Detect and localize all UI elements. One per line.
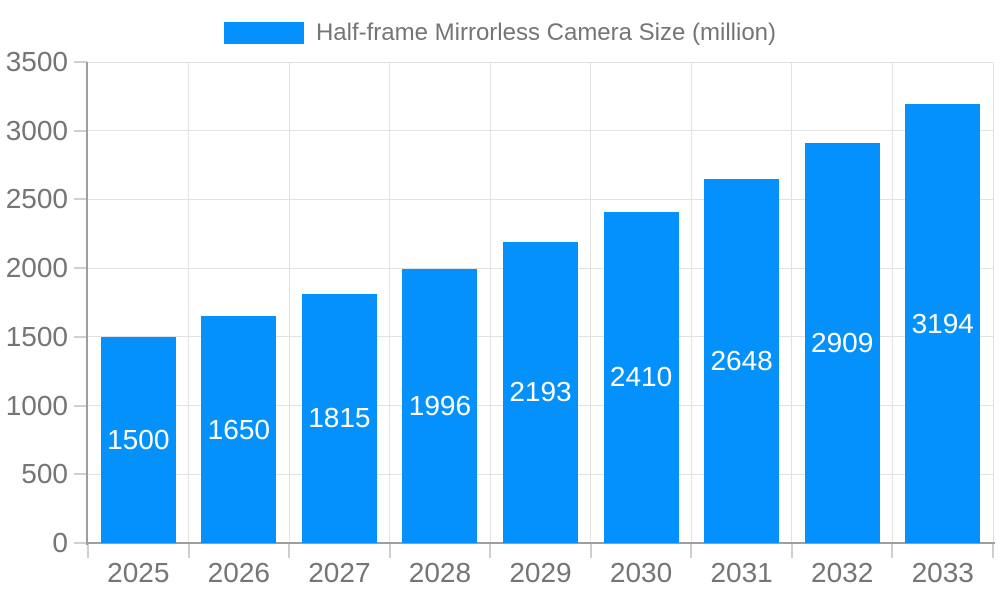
x-axis-line xyxy=(86,542,995,544)
bar-2029: 2193 xyxy=(503,241,578,543)
gridline-vertical xyxy=(992,62,994,543)
y-axis-tick xyxy=(74,61,87,63)
x-axis-tick xyxy=(891,544,894,558)
bar-value-label: 3194 xyxy=(911,307,974,339)
gridline-vertical xyxy=(791,62,793,543)
bar-2032: 2909 xyxy=(804,143,880,543)
gridline-vertical xyxy=(489,62,491,543)
bar-value-label: 2909 xyxy=(811,327,874,359)
gridline-horizontal xyxy=(88,61,993,63)
bar-value-label: 2648 xyxy=(710,345,773,377)
gridline-horizontal xyxy=(88,130,993,132)
x-axis-label: 2025 xyxy=(107,557,170,588)
legend-swatch xyxy=(223,21,304,44)
bar-value-label: 1500 xyxy=(107,423,170,455)
y-axis-label: 3000 xyxy=(5,114,68,146)
bar-2030: 2410 xyxy=(603,211,679,543)
y-axis-tick xyxy=(74,267,87,270)
y-axis-label: 500 xyxy=(21,458,68,490)
x-axis-tick xyxy=(87,544,89,558)
bar-2033: 3194 xyxy=(905,104,981,543)
y-axis-label: 1500 xyxy=(5,320,68,352)
x-axis-label: 2033 xyxy=(911,557,974,588)
x-axis-tick xyxy=(388,544,391,558)
bar-value-label: 2193 xyxy=(509,376,572,408)
x-axis-label: 2026 xyxy=(207,557,270,588)
y-axis-tick xyxy=(74,198,87,201)
y-axis-label: 0 xyxy=(52,527,68,558)
legend-item[interactable]: Half-frame Mirrorless Camera Size (milli… xyxy=(0,10,1000,55)
y-axis-label: 3500 xyxy=(5,46,68,77)
y-axis-tick xyxy=(74,129,87,132)
y-axis-tick xyxy=(74,473,87,476)
bar-value-label: 1815 xyxy=(308,402,371,434)
y-axis-tick xyxy=(74,335,87,338)
bar-2025: 1500 xyxy=(100,336,176,543)
x-axis-tick xyxy=(790,544,793,558)
legend-label: Half-frame Mirrorless Camera Size (milli… xyxy=(315,18,777,46)
y-axis-tick xyxy=(74,542,87,544)
x-axis-tick xyxy=(589,544,592,558)
bar-2028: 1996 xyxy=(402,268,478,543)
bar-value-label: 2410 xyxy=(609,361,673,393)
x-axis-label: 2030 xyxy=(609,557,673,588)
y-axis-label: 2500 xyxy=(5,183,68,215)
gridline-vertical xyxy=(690,62,692,543)
bar-2026: 1650 xyxy=(201,316,277,543)
y-axis-label: 2000 xyxy=(5,252,68,284)
gridline-vertical xyxy=(288,62,290,543)
x-axis-tick xyxy=(288,544,291,558)
bar-2031: 2648 xyxy=(704,179,780,543)
gridline-vertical xyxy=(891,62,893,543)
bar-value-label: 1996 xyxy=(408,389,472,421)
bar-value-label: 1650 xyxy=(207,413,270,445)
bar-2027: 1815 xyxy=(301,293,377,543)
gridline-vertical xyxy=(389,62,391,543)
x-axis-label: 2032 xyxy=(811,557,874,588)
x-axis-tick xyxy=(489,544,492,558)
gridline-vertical xyxy=(590,62,592,543)
gridline-vertical xyxy=(188,62,190,543)
x-axis-tick xyxy=(187,544,190,558)
x-axis-tick xyxy=(992,544,994,558)
x-axis-tick xyxy=(690,544,693,558)
gridline-horizontal xyxy=(88,198,993,200)
y-axis-tick xyxy=(74,404,87,407)
x-axis-label: 2027 xyxy=(308,557,371,588)
y-axis-label: 1000 xyxy=(5,389,68,421)
x-axis-label: 2028 xyxy=(408,557,472,588)
x-axis-label: 2029 xyxy=(509,557,572,588)
y-axis-line xyxy=(86,62,88,545)
x-axis-label: 2031 xyxy=(710,557,773,588)
